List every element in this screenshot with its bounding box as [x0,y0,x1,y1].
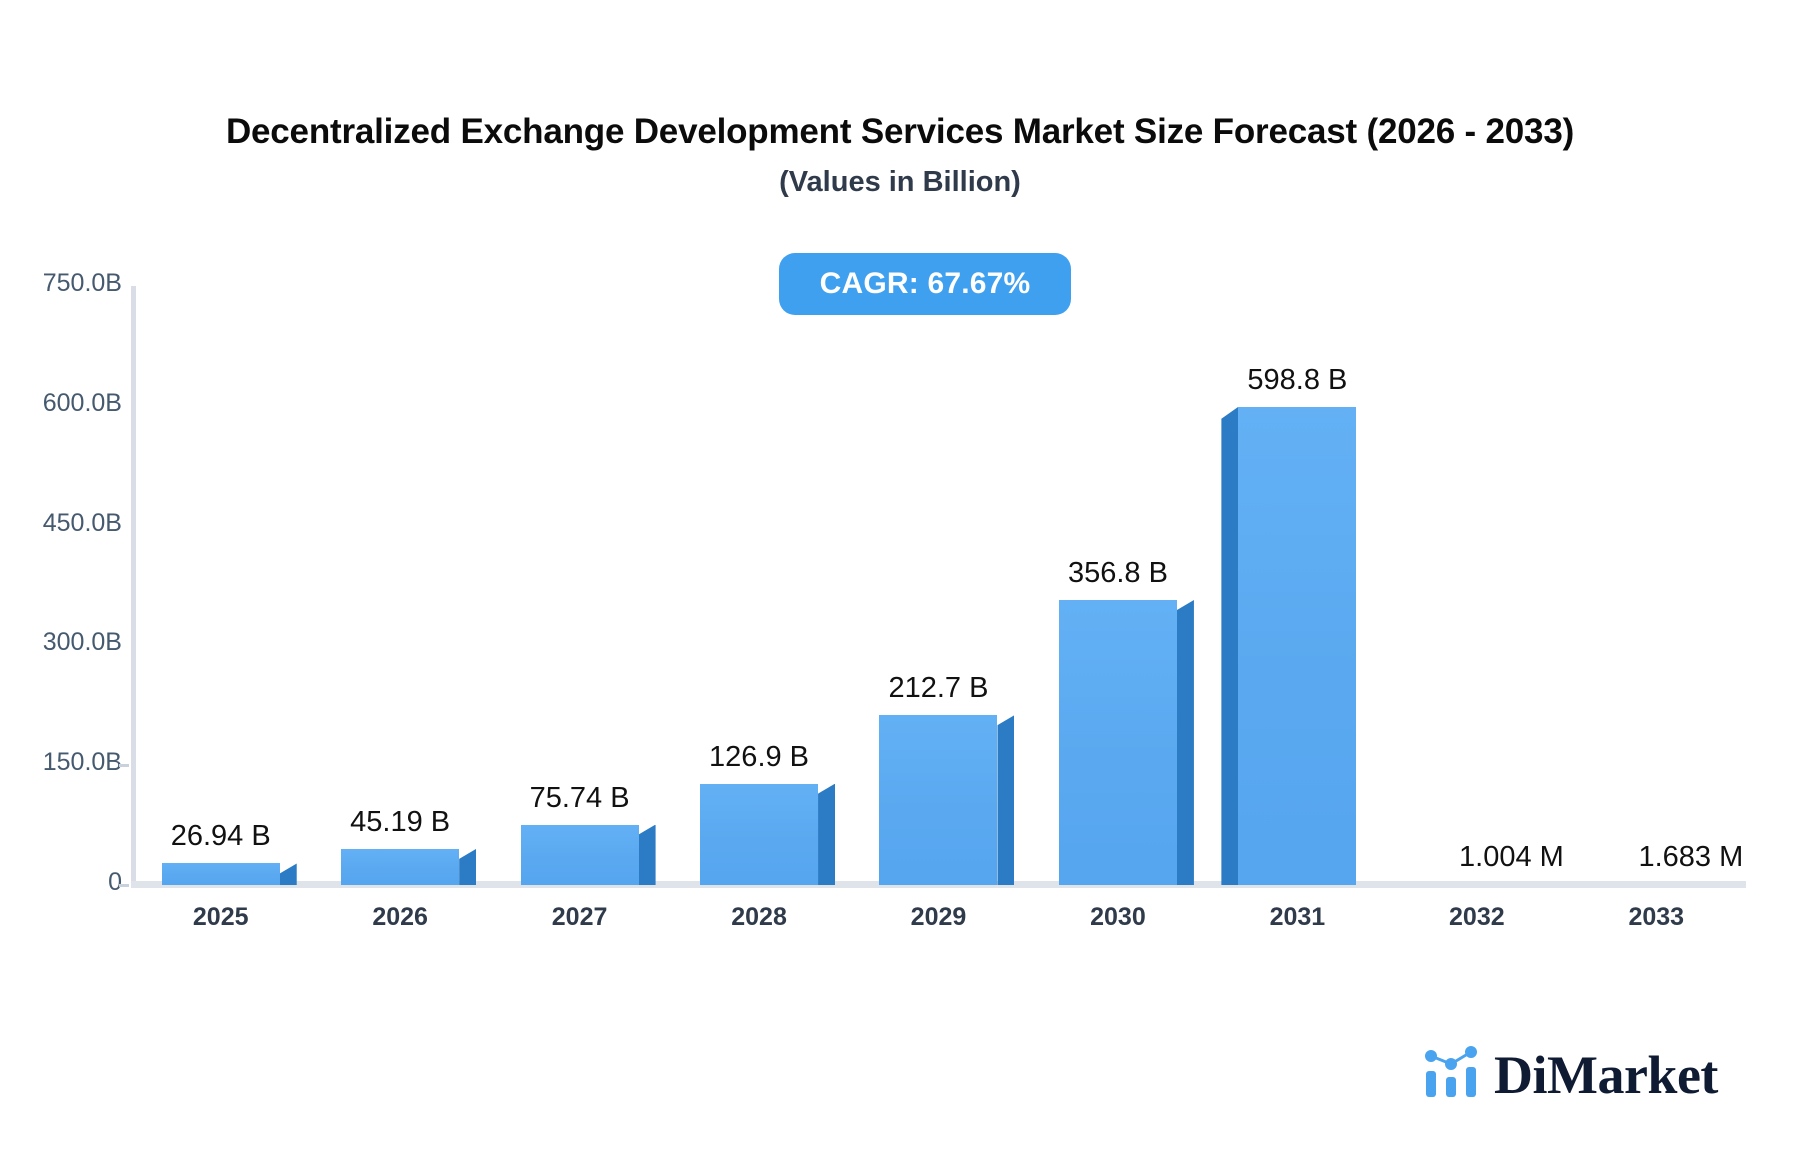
x-axis-label-2028: 2028 [731,903,787,931]
x-axis-label-2033: 2033 [1628,903,1685,931]
bar-face [700,783,819,885]
bar-side-shading [459,848,477,885]
y-axis-line [131,286,136,885]
x-axis-label-2031: 2031 [1269,903,1326,931]
bar-side-shading [279,863,297,885]
bar-2028[interactable]: 126.9 B [700,741,836,885]
bar-slot-2032: 1.004 M [1387,286,1566,885]
bar-value-label-2032: 1.004 M [1459,841,1564,873]
bar-value-label-2033: 1.683 M [1638,841,1744,873]
bar-face [1238,406,1357,885]
x-axis-label-2030: 2030 [1090,903,1146,931]
y-axis-tick-2: 450.0B [42,508,122,537]
bar-side-shading [997,715,1015,885]
y-axis-tick-mark-4 [119,764,129,768]
x-axis-label-2029: 2029 [910,903,967,931]
bar-slot-2029: 212.7 B [849,286,1028,885]
bar-2032[interactable]: 1.004 M [1418,841,1564,885]
bar-slot-2030: 356.8 B [1028,286,1207,885]
bar-2031[interactable]: 598.8 B [1221,364,1357,885]
bar-value-label-2029: 212.7 B [888,672,989,705]
bar-slot-2033: 1.683 M [1567,286,1746,885]
bar-side-shading [1221,406,1239,885]
y-axis-tick-labels: 750.0B 600.0B 450.0B 300.0B 150.0B 0 [0,269,129,896]
x-axis-label-2032: 2032 [1449,903,1505,931]
y-axis-tick-mark-5 [119,884,129,887]
bar-slot-2031: 598.8 B [1208,286,1387,885]
bar-slot-2025: 26.94 B [131,286,310,885]
brand-name: DiMarket [1494,1044,1718,1105]
bar-series: 26.94 B 45.19 B 75.74 B 126.9 B 212.7 B 356.8… [131,286,1746,885]
y-axis-tick-3: 300.0B [42,628,122,657]
bar-2033[interactable]: 1.683 M [1597,841,1743,885]
bar-value-label-2030: 356.8 B [1067,557,1168,590]
bar-value-label-2027: 75.74 B [529,781,630,814]
cagr-badge: CAGR: 67.67% [779,253,1071,315]
bar-slot-2028: 126.9 B [669,286,848,885]
bar-2029[interactable]: 212.7 B [879,672,1015,885]
chart-subtitle: (Values in Billion) [779,166,1021,198]
y-axis-tick-0: 750.0B [42,269,122,297]
bar-value-label-2028: 126.9 B [709,740,810,773]
bar-value-label-2026: 45.19 B [350,805,451,838]
y-axis-tick-4: 150.0B [42,748,122,777]
bar-face [879,715,998,885]
bar-value-label-2025: 26.94 B [170,820,271,853]
chart-title: Decentralized Exchange Development Servi… [225,112,1575,151]
x-axis-label-2027: 2027 [551,903,608,931]
bar-slot-2026: 45.19 B [310,286,489,885]
x-axis-tick-labels: 2025 2026 2027 2028 2029 2030 2031 2032 2033 [131,903,1746,943]
x-axis-label-2025: 2025 [192,903,249,931]
bar-face [1058,600,1177,885]
bar-face [520,824,639,885]
bar-face [341,848,460,885]
bar-2026[interactable]: 45.19 B [341,806,477,885]
brand-logo: DiMarket [1424,1045,1718,1104]
bar-face [161,863,280,885]
bar-chart-icon [1424,1045,1480,1104]
bar-value-label-2031: 598.8 B [1247,363,1348,396]
bar-slot-2027: 75.74 B [490,286,669,885]
bar-2025[interactable]: 26.94 B [161,820,297,885]
bar-side-shading [818,783,836,885]
bar-2027[interactable]: 75.74 B [520,782,656,885]
bar-2030[interactable]: 356.8 B [1058,557,1194,885]
x-axis-label-2026: 2026 [372,903,428,931]
bar-side-shading [638,824,656,885]
y-axis-tick-5: 0 [108,868,122,896]
y-axis-tick-1: 600.0B [42,388,122,417]
bar-side-shading [1176,600,1194,885]
